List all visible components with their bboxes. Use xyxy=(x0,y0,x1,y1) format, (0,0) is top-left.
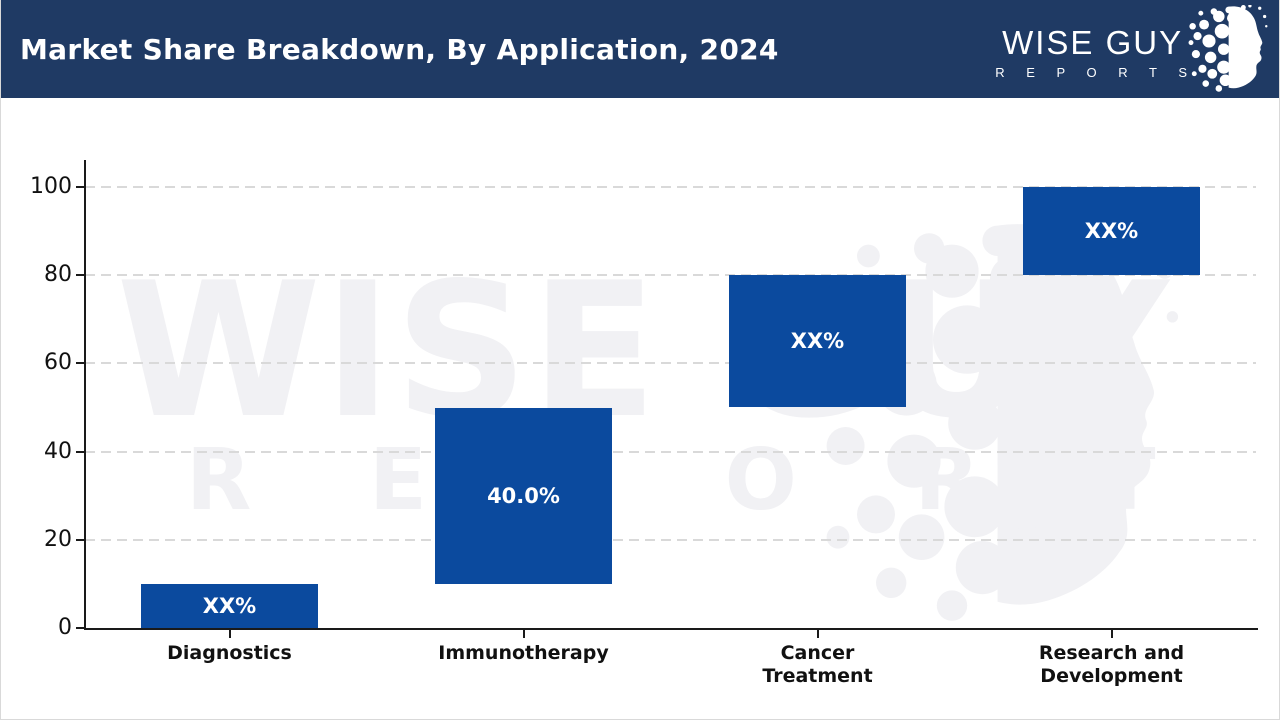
x-category-label: Cancer Treatment xyxy=(762,642,873,687)
x-category-label: Diagnostics xyxy=(167,642,292,664)
gridline xyxy=(85,362,1256,365)
y-axis-line xyxy=(84,160,86,630)
x-axis-line xyxy=(84,628,1258,630)
x-tick-mark xyxy=(522,630,525,638)
x-tick-mark xyxy=(1110,630,1113,638)
logo-head-icon xyxy=(1188,5,1268,92)
y-tick-label: 80 xyxy=(44,262,72,288)
brand-wordmark: WISE GUY R E P O R T S xyxy=(989,24,1196,80)
bar-value-label: XX% xyxy=(1084,219,1139,244)
y-tick-mark xyxy=(76,186,84,188)
gridline xyxy=(85,450,1256,453)
x-category-label: Research and Development xyxy=(1038,642,1185,687)
gridline xyxy=(85,186,1256,188)
y-tick-label: 100 xyxy=(30,174,72,199)
gridline xyxy=(85,274,1256,277)
bar-value-label: 40.0% xyxy=(487,483,560,508)
x-tick-mark xyxy=(816,630,819,638)
y-tick-label: 20 xyxy=(44,526,72,552)
page-title: Market Share Breakdown, By Application, … xyxy=(20,32,779,66)
bar-segment: XX% xyxy=(141,583,318,628)
y-tick-label: 0 xyxy=(58,615,72,640)
bar-value-label: XX% xyxy=(790,329,845,354)
y-tick-mark xyxy=(76,450,84,453)
y-tick-label: 60 xyxy=(44,350,72,376)
gridline xyxy=(85,538,1256,541)
brand-logo: WISE GUY R E P O R T S xyxy=(989,4,1270,96)
bar-value-label: XX% xyxy=(202,593,257,618)
x-tick-mark xyxy=(228,630,231,638)
bar-segment: XX% xyxy=(1023,187,1200,276)
x-category-label: Immunotherapy xyxy=(438,642,609,664)
y-tick-mark xyxy=(76,627,84,629)
y-tick-label: 40 xyxy=(44,438,72,464)
header-bar: Market Share Breakdown, By Application, … xyxy=(0,0,1280,98)
y-tick-mark xyxy=(76,274,84,277)
y-tick-mark xyxy=(76,538,84,541)
bar-segment: 40.0% xyxy=(435,407,612,584)
bar-segment: XX% xyxy=(729,275,906,408)
brand-name: WISE GUY xyxy=(1002,24,1184,61)
y-tick-mark xyxy=(76,362,84,365)
brand-subname: R E P O R T S xyxy=(995,65,1196,80)
